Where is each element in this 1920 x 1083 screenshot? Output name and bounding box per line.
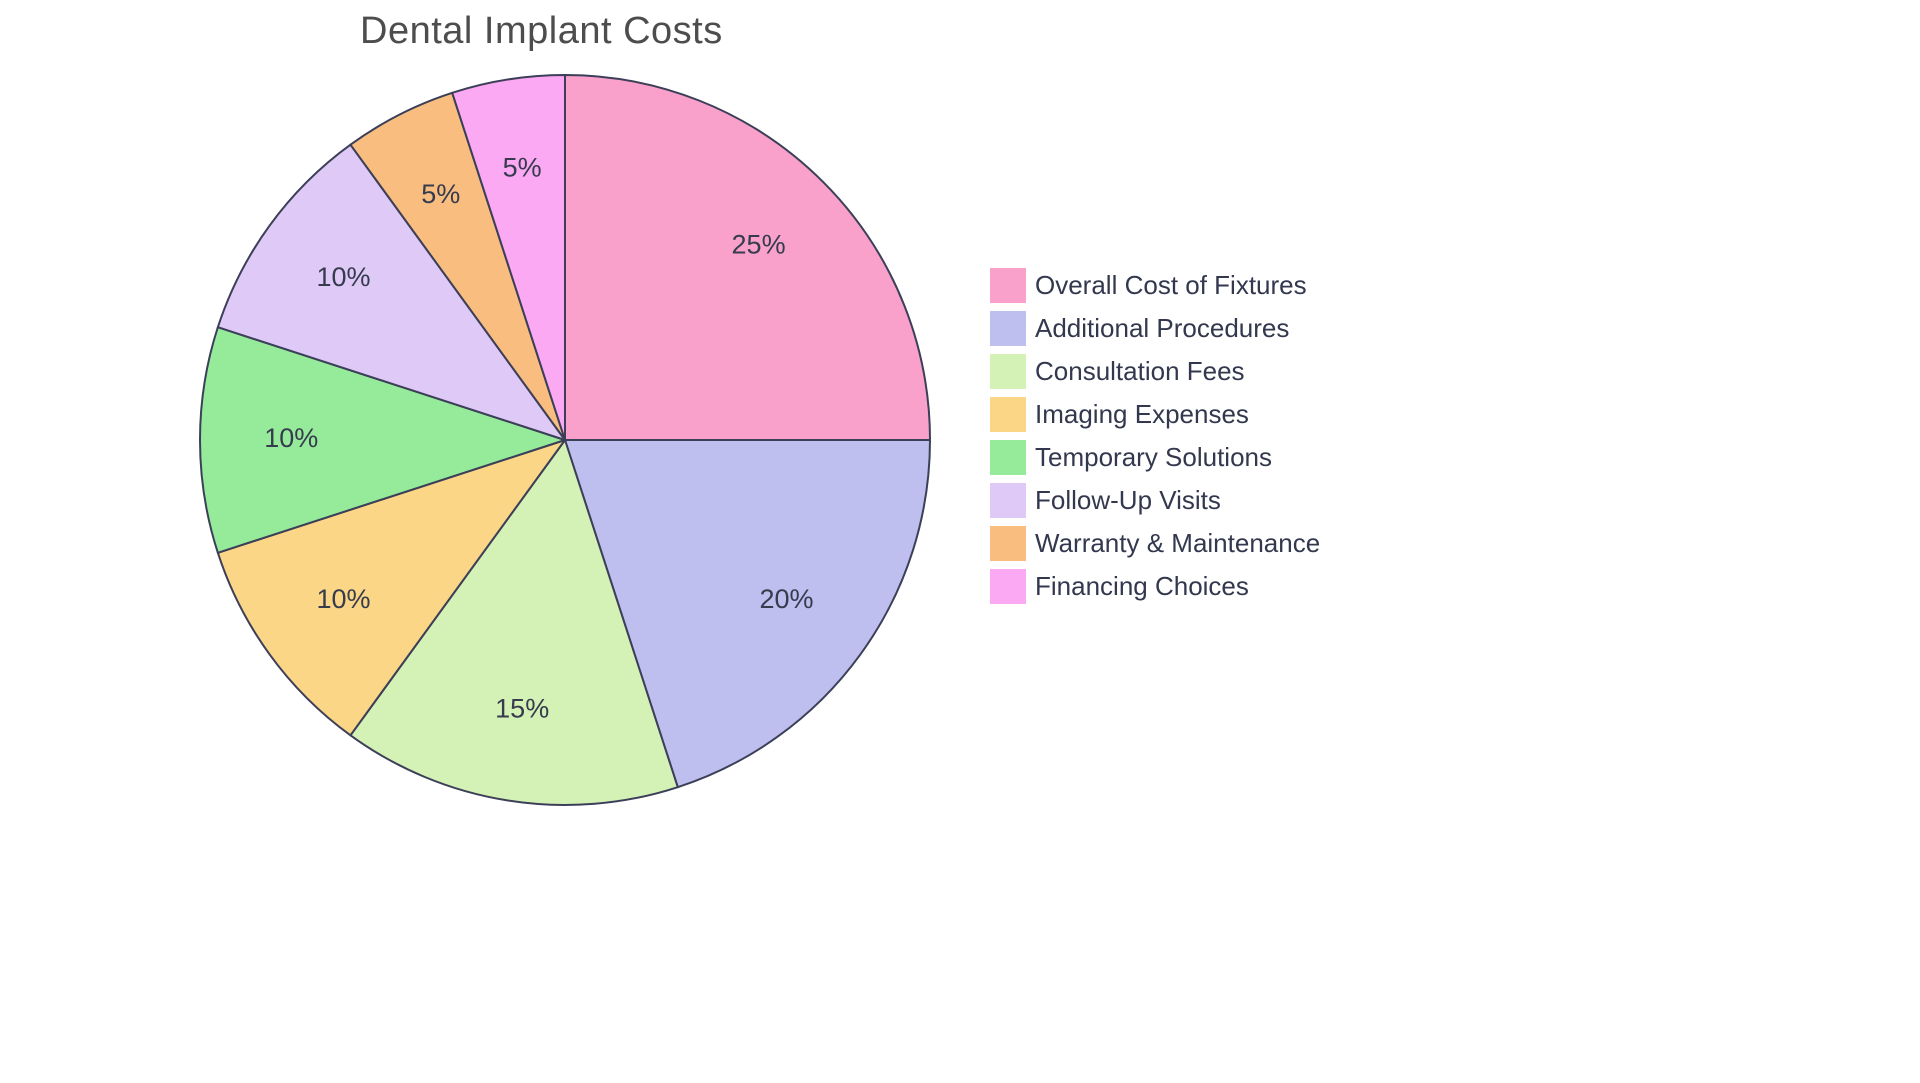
- pie-slice-label-3: 10%: [317, 584, 371, 614]
- legend-swatch-6: [990, 526, 1026, 561]
- legend-swatch-3: [990, 397, 1026, 432]
- legend-label-1: Additional Procedures: [1035, 313, 1290, 343]
- pie-slice-4: [199, 326, 566, 554]
- legend-label-0: Overall Cost of Fixtures: [1035, 270, 1307, 300]
- legend-item-0: Overall Cost of Fixtures: [990, 264, 1320, 307]
- pie-slice-7: [451, 74, 566, 441]
- pie-slice-label-7: 5%: [503, 153, 542, 183]
- pie-slice-label-4: 10%: [264, 423, 318, 453]
- legend-label-3: Imaging Expenses: [1035, 399, 1249, 429]
- legend-label-4: Temporary Solutions: [1035, 442, 1272, 472]
- legend-item-2: Consultation Fees: [990, 350, 1320, 393]
- chart-legend: Overall Cost of Fixtures Additional Proce…: [990, 264, 1320, 608]
- pie-slice-label-2: 15%: [495, 694, 549, 724]
- legend-label-5: Follow-Up Visits: [1035, 485, 1221, 515]
- pie-slice-label-6: 5%: [421, 179, 460, 209]
- legend-item-1: Additional Procedures: [990, 307, 1320, 350]
- pie-slice-2: [349, 439, 679, 806]
- legend-swatch-0: [990, 268, 1026, 303]
- chart-title: Dental Implant Costs: [360, 10, 723, 52]
- legend-label-2: Consultation Fees: [1035, 356, 1245, 386]
- legend-label-7: Financing Choices: [1035, 571, 1249, 601]
- pie-slice-3: [216, 439, 566, 737]
- legend-item-4: Temporary Solutions: [990, 436, 1320, 479]
- legend-item-6: Warranty & Maintenance: [990, 522, 1320, 565]
- pie-slice-label-5: 10%: [317, 262, 371, 292]
- legend-item-5: Follow-Up Visits: [990, 479, 1320, 522]
- legend-item-7: Financing Choices: [990, 565, 1320, 608]
- legend-swatch-4: [990, 440, 1026, 475]
- legend-label-6: Warranty & Maintenance: [1035, 528, 1321, 558]
- pie-slice-label-1: 20%: [759, 584, 813, 614]
- pie-slice-0: [564, 74, 931, 441]
- legend-swatch-2: [990, 354, 1026, 389]
- legend-swatch-7: [990, 569, 1026, 604]
- pie-slice-label-0: 25%: [732, 230, 786, 260]
- legend-swatch-5: [990, 483, 1026, 518]
- pie-slice-5: [216, 143, 566, 441]
- legend-swatch-1: [990, 311, 1026, 346]
- pie-slice-1: [564, 439, 931, 789]
- legend-item-3: Imaging Expenses: [990, 393, 1320, 436]
